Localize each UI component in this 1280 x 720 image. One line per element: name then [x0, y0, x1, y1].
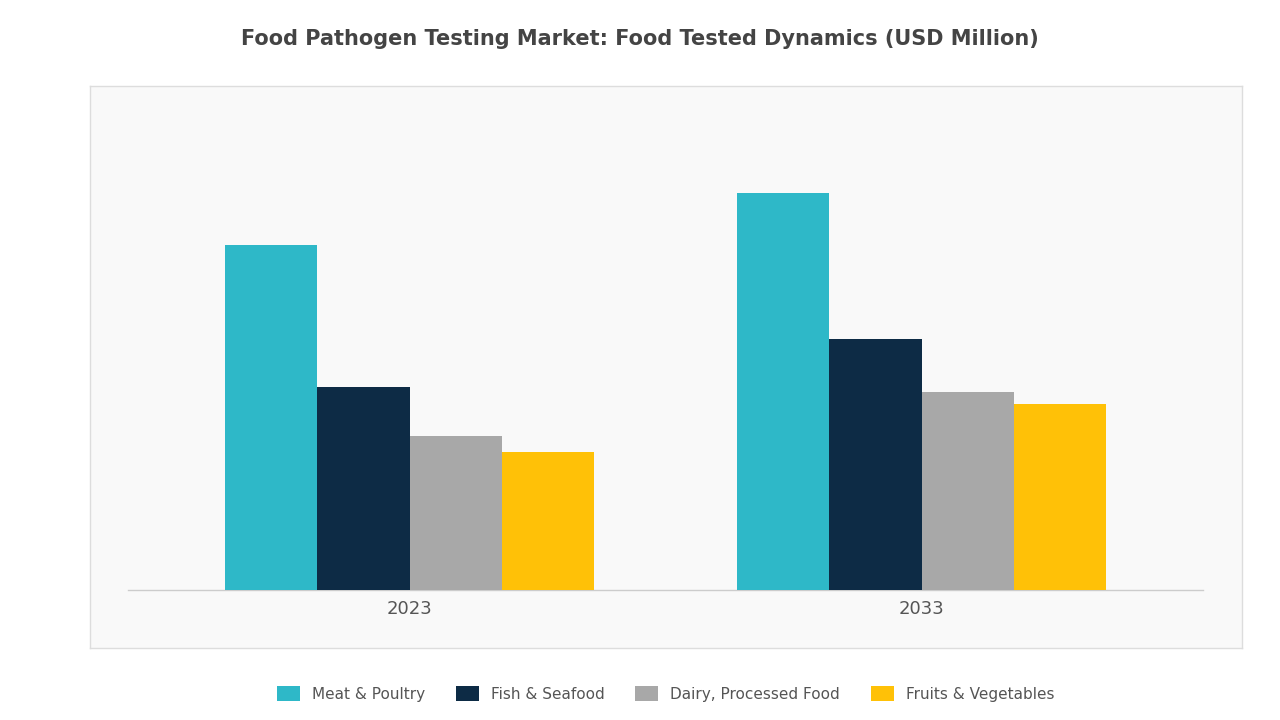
Legend: Meat & Poultry, Fish & Seafood, Dairy, Processed Food, Fruits & Vegetables: Meat & Poultry, Fish & Seafood, Dairy, P…	[271, 680, 1060, 708]
Bar	[502, 452, 594, 590]
Bar	[737, 193, 829, 590]
Bar	[1014, 404, 1106, 590]
Text: Food Pathogen Testing Market: Food Tested Dynamics (USD Million): Food Pathogen Testing Market: Food Teste…	[241, 29, 1039, 49]
Bar	[317, 387, 410, 590]
Bar	[225, 246, 317, 590]
Bar	[922, 392, 1014, 590]
Bar	[829, 339, 922, 590]
Bar	[410, 436, 502, 590]
